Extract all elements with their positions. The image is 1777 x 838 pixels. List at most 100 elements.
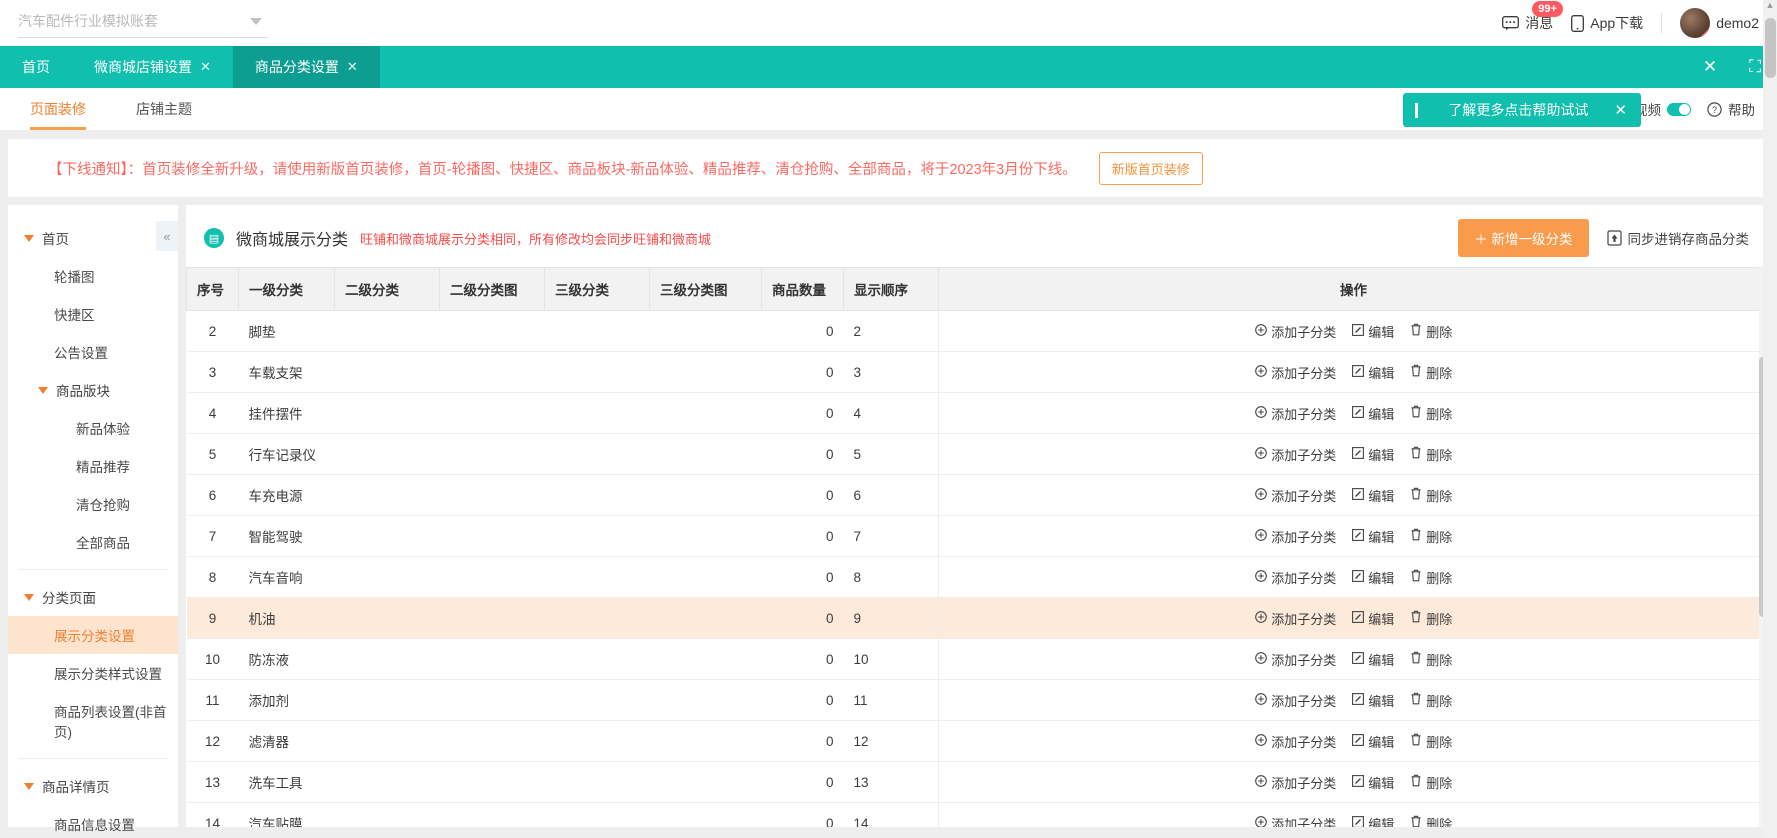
- delete-button[interactable]: 删除: [1410, 732, 1452, 751]
- fullscreen-button[interactable]: ⛶: [1733, 46, 1777, 88]
- edit-icon: [1352, 610, 1365, 626]
- edit-button[interactable]: 编辑: [1352, 773, 1394, 792]
- edit-button[interactable]: 编辑: [1352, 527, 1394, 546]
- sidebar-item-clearance[interactable]: 清仓抢购: [8, 485, 178, 523]
- sidebar-group-title-product-detail[interactable]: 商品详情页: [8, 767, 178, 805]
- tab-home[interactable]: 首页: [0, 46, 72, 88]
- add-subcategory-button[interactable]: 添加子分类: [1255, 527, 1336, 546]
- cell-operations: 添加子分类 编辑 删除: [938, 433, 1769, 475]
- delete-button[interactable]: 删除: [1410, 650, 1452, 669]
- delete-button[interactable]: 删除: [1410, 363, 1452, 382]
- edit-button[interactable]: 编辑: [1352, 691, 1394, 710]
- page-scrollbar-thumb[interactable]: [1765, 18, 1776, 78]
- add-subcategory-button[interactable]: 添加子分类: [1255, 363, 1336, 382]
- table-row[interactable]: 10 防冻液 0 10 添加子分类 编辑 删除: [186, 638, 1769, 680]
- delete-button[interactable]: 删除: [1410, 773, 1452, 792]
- action-label: 添加子分类: [1271, 693, 1337, 709]
- add-top-category-button[interactable]: ＋ 新增一级分类: [1458, 219, 1589, 257]
- add-subcategory-button[interactable]: 添加子分类: [1255, 404, 1336, 423]
- sidebar-subgroup-title-product-block[interactable]: 商品版块: [8, 371, 178, 409]
- sidebar-group-title-category-page[interactable]: 分类页面: [8, 578, 178, 616]
- table-row[interactable]: 4 挂件摆件 0 4 添加子分类 编辑 删除: [186, 392, 1769, 434]
- delete-button[interactable]: 删除: [1410, 527, 1452, 546]
- sidebar-item-label: 商品列表设置(非首页): [54, 705, 167, 740]
- close-icon[interactable]: ✕: [346, 59, 358, 74]
- add-subcategory-button[interactable]: 添加子分类: [1255, 445, 1336, 464]
- table-row[interactable]: 2 脚垫 0 2 添加子分类 编辑 删除: [186, 310, 1769, 352]
- table-row[interactable]: 8 汽车音响 0 8 添加子分类 编辑 删除: [186, 556, 1769, 598]
- sidebar-item-display-category-style[interactable]: 展示分类样式设置: [8, 654, 178, 692]
- edit-button[interactable]: 编辑: [1352, 814, 1394, 827]
- tab-page-decoration[interactable]: 页面装修: [30, 88, 86, 130]
- close-all-tabs-button[interactable]: ✕: [1687, 46, 1733, 88]
- edit-button[interactable]: 编辑: [1352, 486, 1394, 505]
- table-row[interactable]: 13 洗车工具 0 13 添加子分类 编辑 删除: [186, 761, 1769, 803]
- help-button[interactable]: ? 帮助: [1707, 99, 1755, 119]
- sidebar-item-product-list-settings[interactable]: 商品列表设置(非首页): [8, 692, 178, 750]
- scroll-up-icon[interactable]: ▲: [1765, 0, 1775, 10]
- add-subcategory-button[interactable]: 添加子分类: [1255, 486, 1336, 505]
- sidebar-item-display-category-settings[interactable]: 展示分类设置: [8, 616, 178, 654]
- account-select-value: 汽车配件行业模拟账套: [18, 13, 158, 29]
- sidebar-item-new-product[interactable]: 新品体验: [8, 409, 178, 447]
- video-toggle[interactable]: 视频: [1634, 99, 1691, 119]
- cell-level3-image: [649, 515, 762, 557]
- app-download-button[interactable]: App下载: [1571, 13, 1643, 33]
- edit-button[interactable]: 编辑: [1352, 363, 1394, 382]
- delete-button[interactable]: 删除: [1410, 322, 1452, 341]
- video-toggle-switch[interactable]: [1667, 102, 1691, 116]
- sidebar-item-all-products[interactable]: 全部商品: [8, 523, 178, 561]
- add-subcategory-button[interactable]: 添加子分类: [1255, 691, 1336, 710]
- table-row[interactable]: 12 滤清器 0 12 添加子分类 编辑 删除: [186, 720, 1769, 762]
- tab-shop-settings[interactable]: 微商城店铺设置 ✕: [72, 46, 233, 88]
- table-row[interactable]: 11 添加剂 0 11 添加子分类 编辑 删除: [186, 679, 1769, 721]
- cell-display-order: 11: [843, 679, 939, 721]
- edit-button[interactable]: 编辑: [1352, 650, 1394, 669]
- sidebar-group-title-home[interactable]: 首页: [8, 219, 178, 257]
- delete-button[interactable]: 删除: [1410, 691, 1452, 710]
- table-row[interactable]: 14 汽车贴膜 0 14 添加子分类 编辑 删除: [186, 802, 1769, 827]
- user-menu[interactable]: demo2: [1680, 8, 1759, 38]
- delete-button[interactable]: 删除: [1410, 445, 1452, 464]
- edit-button[interactable]: 编辑: [1352, 404, 1394, 423]
- table-row[interactable]: 9 机油 0 9 添加子分类 编辑 删除: [186, 597, 1769, 639]
- sync-inventory-categories-button[interactable]: 同步进销存商品分类: [1606, 228, 1749, 248]
- add-subcategory-button[interactable]: 添加子分类: [1255, 773, 1336, 792]
- sidebar-item-announcement[interactable]: 公告设置: [8, 333, 178, 371]
- add-subcategory-button[interactable]: 添加子分类: [1255, 568, 1336, 587]
- edit-button[interactable]: 编辑: [1352, 568, 1394, 587]
- tab-shop-theme[interactable]: 店铺主题: [136, 88, 192, 130]
- tab-category-settings[interactable]: 商品分类设置 ✕: [232, 46, 380, 88]
- help-popover-close-icon[interactable]: ✕: [1614, 102, 1627, 119]
- sidebar-item-carousel[interactable]: 轮播图: [8, 257, 178, 295]
- sidebar-item-quick-zone[interactable]: 快捷区: [8, 295, 178, 333]
- edit-button[interactable]: 编辑: [1352, 445, 1394, 464]
- table-row[interactable]: 3 车载支架 0 3 添加子分类 编辑 删除: [186, 351, 1769, 393]
- sidebar-collapse-button[interactable]: «: [156, 221, 178, 251]
- edit-button[interactable]: 编辑: [1352, 732, 1394, 751]
- messages-button[interactable]: 消息 99+: [1502, 1, 1563, 33]
- delete-button[interactable]: 删除: [1410, 609, 1452, 628]
- add-subcategory-button[interactable]: 添加子分类: [1255, 322, 1336, 341]
- close-icon[interactable]: ✕: [200, 59, 211, 74]
- add-subcategory-button[interactable]: 添加子分类: [1255, 732, 1336, 751]
- delete-button[interactable]: 删除: [1410, 486, 1452, 505]
- trash-icon: [1410, 733, 1422, 749]
- sidebar-subgroup-label: 商品版块: [56, 384, 110, 399]
- account-select[interactable]: 汽车配件行业模拟账套: [18, 8, 268, 38]
- delete-button[interactable]: 删除: [1410, 814, 1452, 827]
- sidebar-item-featured[interactable]: 精品推荐: [8, 447, 178, 485]
- add-subcategory-button[interactable]: 添加子分类: [1255, 650, 1336, 669]
- table-row[interactable]: 6 车充电源 0 6 添加子分类 编辑 删除: [186, 474, 1769, 516]
- delete-button[interactable]: 删除: [1410, 404, 1452, 423]
- table-row[interactable]: 7 智能驾驶 0 7 添加子分类 编辑 删除: [186, 515, 1769, 557]
- edit-button[interactable]: 编辑: [1352, 609, 1394, 628]
- edit-button[interactable]: 编辑: [1352, 322, 1394, 341]
- add-subcategory-button[interactable]: 添加子分类: [1255, 609, 1336, 628]
- table-row[interactable]: 5 行车记录仪 0 5 添加子分类 编辑 删除: [186, 433, 1769, 475]
- page-scrollbar-track[interactable]: ▲: [1763, 0, 1777, 838]
- sidebar-item-product-info-settings[interactable]: 商品信息设置: [8, 805, 178, 838]
- delete-button[interactable]: 删除: [1410, 568, 1452, 587]
- new-home-decoration-button[interactable]: 新版首页装修: [1098, 151, 1203, 185]
- add-subcategory-button[interactable]: 添加子分类: [1255, 814, 1336, 827]
